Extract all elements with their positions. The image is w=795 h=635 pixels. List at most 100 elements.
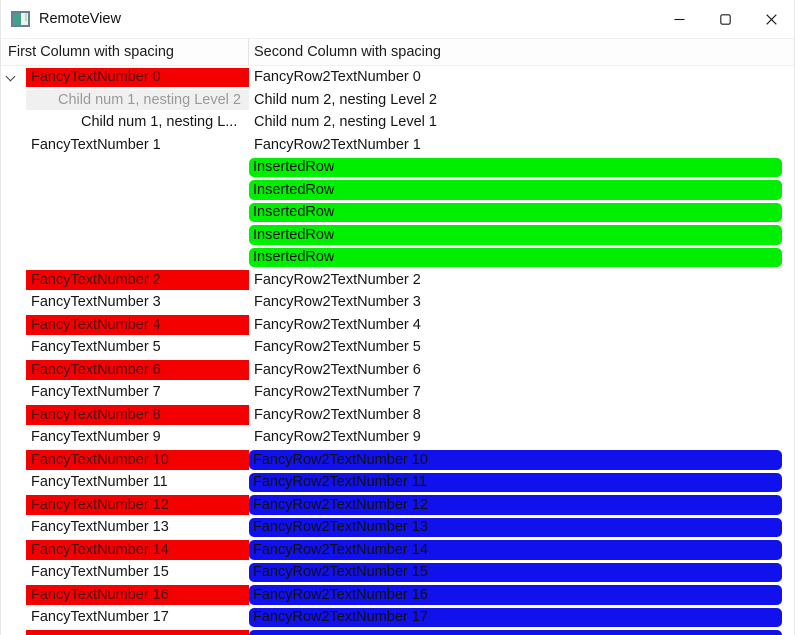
cell-second-column[interactable]: FancyRow2TextNumber 13 [249,516,794,539]
cell-first-column[interactable]: FancyTextNumber 17 [1,606,249,629]
cell-first-column[interactable] [1,224,249,247]
maximize-button[interactable] [702,0,748,38]
cell-second-column[interactable]: FancyRow2TextNumber 2 [249,269,794,292]
tree-row[interactable]: InsertedRow [1,224,794,247]
cell-second-column[interactable]: FancyRow2TextNumber 8 [249,404,794,427]
cell-first-column[interactable] [1,179,249,202]
cell-first-column[interactable] [1,156,249,179]
cell-second-column[interactable]: FancyRow2TextNumber 9 [249,426,794,449]
cell-second-column[interactable]: Child num 2, nesting Level 2 [249,89,794,112]
titlebar: RemoteView [1,0,794,38]
cell-second-column[interactable]: Child num 2, nesting Level 1 [249,111,794,134]
tree-row[interactable]: FancyTextNumber 3 FancyRow2TextNumber 3 [1,291,794,314]
cell-first-column[interactable]: FancyTextNumber 6 [1,359,249,382]
tree-row[interactable]: Child num 1, nesting Level 2 Child num 2,… [1,89,794,112]
column-header-first[interactable]: First Column with spacing [1,39,249,65]
first-column-text [26,158,249,178]
cell-first-column[interactable]: FancyTextNumber 4 [1,314,249,337]
first-column-text: FancyTextNumber 16 [26,585,249,605]
cell-second-column[interactable]: FancyRow2TextNumber 1 [249,134,794,157]
cell-first-column[interactable]: FancyTextNumber 7 [1,381,249,404]
first-column-text: FancyTextNumber 2 [26,270,249,290]
tree-row[interactable]: FancyTextNumber 9 FancyRow2TextNumber 9 [1,426,794,449]
tree-row[interactable]: FancyTextNumber 1 FancyRow2TextNumber 1 [1,134,794,157]
close-icon [765,13,777,25]
cell-first-column[interactable]: FancyTextNumber 10 [1,449,249,472]
cell-second-column[interactable]: FancyRow2TextNumber 5 [249,336,794,359]
cell-first-column[interactable]: FancyTextNumber 13 [1,516,249,539]
cell-second-column[interactable]: InsertedRow [249,224,794,247]
cell-first-column[interactable]: FancyTextNumber 5 [1,336,249,359]
cell-second-column[interactable]: FancyRow2TextNumber 12 [249,494,794,517]
cell-second-column[interactable]: InsertedRow [249,246,794,269]
cell-second-column[interactable]: FancyRow2TextNumber 14 [249,539,794,562]
minimize-button[interactable] [656,0,702,38]
cell-first-column[interactable]: FancyTextNumber 0 [1,66,249,89]
tree-row[interactable]: InsertedRow [1,179,794,202]
cell-second-column[interactable]: FancyRow2TextNumber 4 [249,314,794,337]
tree-row[interactable]: FancyTextNumber 10 FancyRow2TextNumber 10 [1,449,794,472]
tree-row[interactable]: FancyTextNumber 6 FancyRow2TextNumber 6 [1,359,794,382]
maximize-icon [719,13,731,25]
first-column-text: FancyTextNumber 5 [31,339,161,356]
tree-row[interactable]: Child num 1, nesting L... Child num 2, ne… [1,111,794,134]
tree-row[interactable]: FancyTextNumber 7 FancyRow2TextNumber 7 [1,381,794,404]
close-button[interactable] [748,0,794,38]
cell-second-column[interactable]: FancyRow2TextNumber 16 [249,584,794,607]
expand-chevron-icon[interactable] [5,71,16,82]
tree-row[interactable]: FancyTextNumber 4 FancyRow2TextNumber 4 [1,314,794,337]
cell-first-column[interactable]: FancyTextNumber 12 [1,494,249,517]
tree-row[interactable]: FancyTextNumber 8 FancyRow2TextNumber 8 [1,404,794,427]
first-column-text: FancyTextNumber 12 [26,495,249,515]
second-column-text: Child num 2, nesting Level 1 [254,114,437,131]
cell-first-column[interactable]: FancyTextNumber 14 [1,539,249,562]
cell-first-column[interactable] [1,629,249,635]
tree-row[interactable]: FancyTextNumber 15 FancyRow2TextNumber 15 [1,561,794,584]
cell-second-column[interactable]: FancyRow2TextNumber 15 [249,561,794,584]
cell-second-column[interactable]: FancyRow2TextNumber 10 [249,449,794,472]
cell-second-column[interactable]: FancyRow2TextNumber 7 [249,381,794,404]
cell-second-column[interactable]: InsertedRow [249,179,794,202]
tree-row[interactable]: FancyTextNumber 13 FancyRow2TextNumber 13 [1,516,794,539]
tree-row[interactable]: InsertedRow [1,201,794,224]
cell-first-column[interactable] [1,246,249,269]
cell-first-column[interactable]: FancyTextNumber 9 [1,426,249,449]
cell-second-column[interactable]: FancyRow2TextNumber 3 [249,291,794,314]
cell-second-column[interactable]: FancyRow2TextNumber 6 [249,359,794,382]
cell-first-column[interactable]: FancyTextNumber 16 [1,584,249,607]
cell-second-column[interactable]: InsertedRow [249,156,794,179]
first-column-text: FancyTextNumber 1 [31,136,161,153]
tree-row[interactable] [1,629,794,635]
cell-second-column[interactable]: FancyRow2TextNumber 17 [249,606,794,629]
tree-row[interactable]: FancyTextNumber 14 FancyRow2TextNumber 14 [1,539,794,562]
cell-first-column[interactable]: Child num 1, nesting Level 2 [1,89,249,112]
tree-row[interactable]: InsertedRow [1,156,794,179]
tree-row[interactable]: FancyTextNumber 0 FancyRow2TextNumber 0 [1,66,794,89]
cell-second-column[interactable]: InsertedRow [249,201,794,224]
cell-first-column[interactable]: FancyTextNumber 15 [1,561,249,584]
tree-row[interactable]: InsertedRow [1,246,794,269]
column-header-row: First Column with spacing Second Column … [1,38,794,66]
cell-first-column[interactable]: FancyTextNumber 2 [1,269,249,292]
tree-row[interactable]: FancyTextNumber 5 FancyRow2TextNumber 5 [1,336,794,359]
column-header-second[interactable]: Second Column with spacing [254,44,441,60]
cell-first-column[interactable]: Child num 1, nesting L... [1,111,249,134]
cell-second-column[interactable] [249,629,794,635]
second-column-text: FancyRow2TextNumber 11 [249,472,782,492]
tree-row[interactable]: FancyTextNumber 11 FancyRow2TextNumber 11 [1,471,794,494]
second-column-text: FancyRow2TextNumber 9 [254,429,421,446]
tree-row[interactable]: FancyTextNumber 2 FancyRow2TextNumber 2 [1,269,794,292]
cell-first-column[interactable]: FancyTextNumber 8 [1,404,249,427]
cell-second-column[interactable]: FancyRow2TextNumber 0 [249,66,794,89]
cell-first-column[interactable] [1,201,249,224]
tree-row[interactable]: FancyTextNumber 12 FancyRow2TextNumber 12 [1,494,794,517]
cell-second-column[interactable]: FancyRow2TextNumber 11 [249,471,794,494]
window-controls [656,0,794,38]
tree-row[interactable]: FancyTextNumber 17 FancyRow2TextNumber 17 [1,606,794,629]
tree-view: FancyTextNumber 0 FancyRow2TextNumber 0 Ch… [1,66,794,635]
cell-first-column[interactable]: FancyTextNumber 3 [1,291,249,314]
cell-first-column[interactable]: FancyTextNumber 11 [1,471,249,494]
tree-row[interactable]: FancyTextNumber 16 FancyRow2TextNumber 16 [1,584,794,607]
cell-first-column[interactable]: FancyTextNumber 1 [1,134,249,157]
